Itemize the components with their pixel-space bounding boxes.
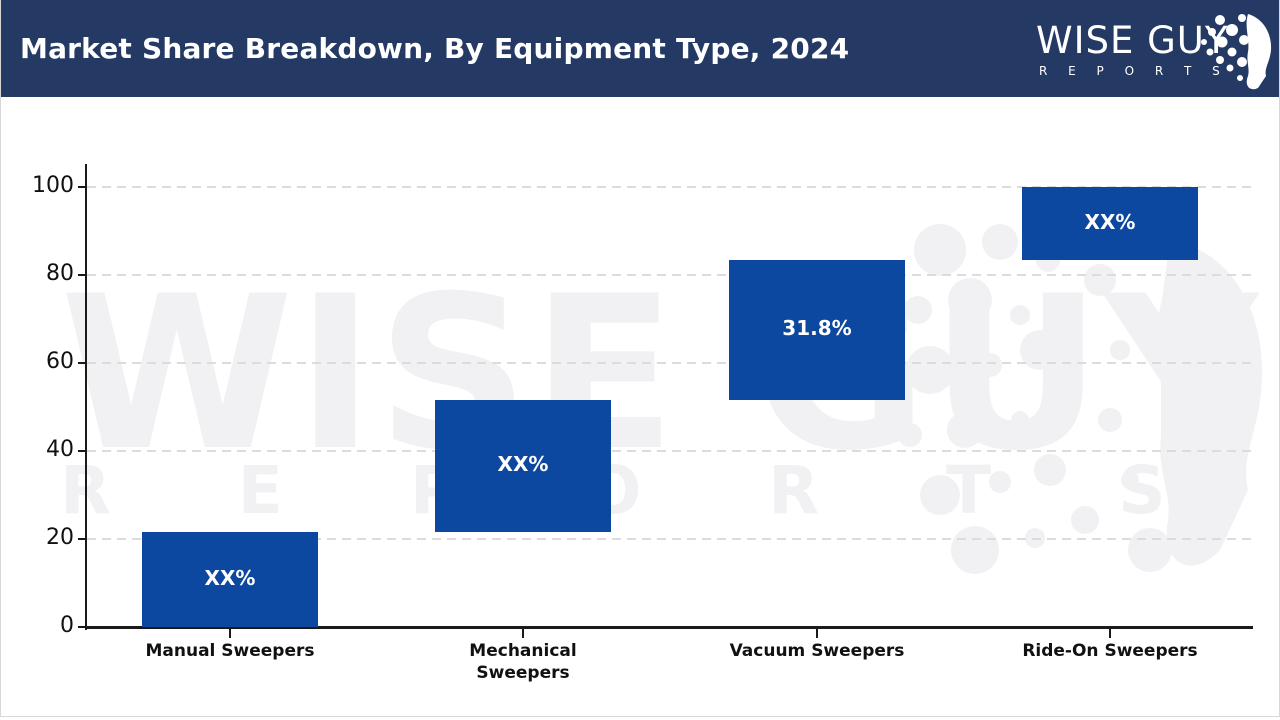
- y-tick-20: [78, 538, 87, 540]
- y-tick-label-100: 100: [32, 173, 74, 198]
- bar-value-label-manual-sweepers: XX%: [204, 565, 256, 590]
- y-tick-label-80: 80: [46, 261, 74, 286]
- y-tick-100: [78, 186, 87, 188]
- gridline-80: [87, 274, 1253, 276]
- x-axis-label-vacuum-sweepers: Vacuum Sweepers: [729, 641, 905, 661]
- gridline-100: [87, 186, 1253, 188]
- bar-mechanical-sweepers: XX%: [435, 400, 611, 533]
- y-tick-label-0: 0: [60, 613, 74, 638]
- bar-manual-sweepers: XX%: [142, 532, 318, 627]
- x-tick-vacuum-sweepers: [816, 629, 818, 638]
- gridline-60: [87, 362, 1253, 364]
- y-tick-label-40: 40: [46, 437, 74, 462]
- bar-ride-on-sweepers: XX%: [1022, 187, 1198, 261]
- x-axis-line: [85, 626, 1253, 629]
- y-tick-60: [78, 362, 87, 364]
- page-title: Market Share Breakdown, By Equipment Typ…: [20, 32, 850, 65]
- y-tick-label-20: 20: [46, 525, 74, 550]
- logo-subtext: R E P O R T S: [1039, 63, 1229, 78]
- y-tick-label-60: 60: [46, 349, 74, 374]
- bar-value-label-ride-on-sweepers: XX%: [1084, 209, 1136, 234]
- y-tick-80: [78, 274, 87, 276]
- y-tick-0: [78, 626, 87, 628]
- x-tick-ride-on-sweepers: [1109, 629, 1111, 638]
- wise-guy-reports-logo: WISE GUY R E P O R T S: [1036, 8, 1272, 92]
- gridline-40: [87, 450, 1253, 452]
- x-tick-mechanical-sweepers: [522, 629, 524, 638]
- header-bar: Market Share Breakdown, By Equipment Typ…: [0, 0, 1280, 97]
- x-axis-label-mechanical-sweepers: Mechanical Sweepers: [469, 641, 577, 684]
- x-axis-label-manual-sweepers: Manual Sweepers: [145, 641, 315, 661]
- logo-wordmark: WISE GUY: [1036, 19, 1229, 62]
- x-axis-label-ride-on-sweepers: Ride-On Sweepers: [1022, 641, 1198, 661]
- y-tick-40: [78, 450, 87, 452]
- y-axis-line: [85, 164, 87, 630]
- bar-value-label-vacuum-sweepers: 31.8%: [782, 316, 852, 341]
- gridline-20: [87, 538, 1253, 540]
- x-tick-manual-sweepers: [229, 629, 231, 638]
- logo-face-icon: [1201, 14, 1272, 90]
- bar-vacuum-sweepers: 31.8%: [729, 260, 905, 401]
- bar-value-label-mechanical-sweepers: XX%: [497, 452, 549, 477]
